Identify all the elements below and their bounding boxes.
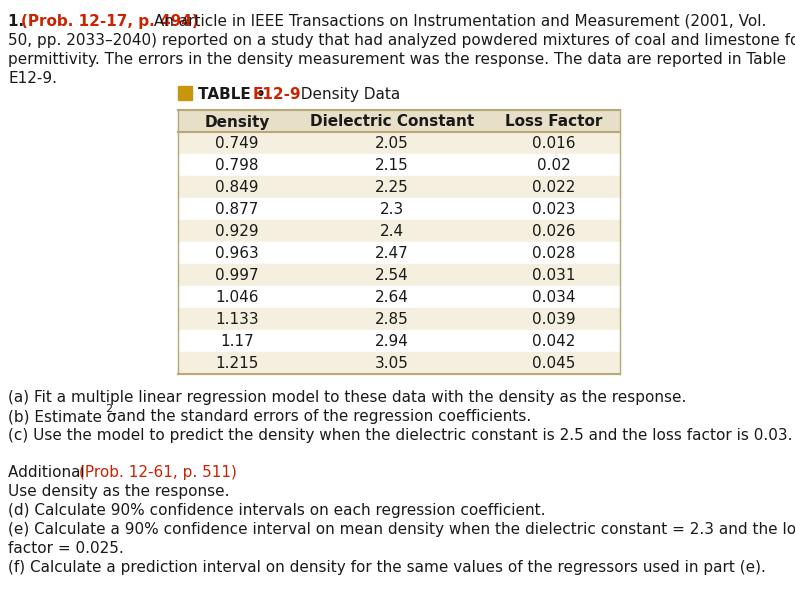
Text: 50, pp. 2033–2040) reported on a study that had analyzed powdered mixtures of co: 50, pp. 2033–2040) reported on a study t… xyxy=(8,33,795,48)
Text: 0.997: 0.997 xyxy=(215,269,259,283)
Bar xyxy=(178,352,620,374)
Text: Additional: Additional xyxy=(8,465,90,480)
Text: Density: Density xyxy=(204,114,270,130)
Text: (Prob. 12-17, p. 494): (Prob. 12-17, p. 494) xyxy=(21,14,199,29)
Text: 2: 2 xyxy=(105,404,112,414)
Text: TABLE •: TABLE • xyxy=(198,87,271,102)
Text: (e) Calculate a 90% confidence interval on mean density when the dielectric cons: (e) Calculate a 90% confidence interval … xyxy=(8,522,795,537)
Bar xyxy=(178,330,620,352)
Text: 2.47: 2.47 xyxy=(375,246,409,261)
Text: 0.028: 0.028 xyxy=(533,246,576,261)
Text: 0.016: 0.016 xyxy=(532,137,576,151)
Text: 1.: 1. xyxy=(8,14,29,29)
Text: factor = 0.025.: factor = 0.025. xyxy=(8,541,124,556)
Text: 0.877: 0.877 xyxy=(215,202,258,218)
Text: 0.045: 0.045 xyxy=(533,356,576,371)
Text: 2.4: 2.4 xyxy=(380,224,404,240)
Text: 0.034: 0.034 xyxy=(532,291,576,305)
Text: 2.05: 2.05 xyxy=(375,137,409,151)
Text: 0.039: 0.039 xyxy=(532,313,576,328)
Text: (Prob. 12-61, p. 511): (Prob. 12-61, p. 511) xyxy=(79,465,237,480)
Bar xyxy=(178,132,620,154)
Text: Loss Factor: Loss Factor xyxy=(506,114,603,130)
Bar xyxy=(178,154,620,176)
Text: (c) Use the model to predict the density when the dielectric constant is 2.5 and: (c) Use the model to predict the density… xyxy=(8,428,793,443)
Text: Density Data: Density Data xyxy=(291,87,400,102)
Text: 0.031: 0.031 xyxy=(532,269,576,283)
Text: 2.3: 2.3 xyxy=(380,202,404,218)
Text: 0.042: 0.042 xyxy=(533,334,576,350)
Text: 2.85: 2.85 xyxy=(375,313,409,328)
Text: (a) Fit a multiple linear regression model to these data with the density as the: (a) Fit a multiple linear regression mod… xyxy=(8,390,686,405)
Text: 0.798: 0.798 xyxy=(215,159,258,173)
Text: 1.046: 1.046 xyxy=(215,291,258,305)
Text: 2.15: 2.15 xyxy=(375,159,409,173)
Text: 1.17: 1.17 xyxy=(220,334,254,350)
Text: 2.64: 2.64 xyxy=(375,291,409,305)
Text: permittivity. The errors in the density measurement was the response. The data a: permittivity. The errors in the density … xyxy=(8,52,786,67)
Text: Dielectric Constant: Dielectric Constant xyxy=(310,114,474,130)
Bar xyxy=(178,242,620,264)
Text: (b) Estimate σ: (b) Estimate σ xyxy=(8,409,117,424)
Text: 0.022: 0.022 xyxy=(533,181,576,196)
Text: E12-9: E12-9 xyxy=(253,87,301,102)
Text: (d) Calculate 90% confidence intervals on each regression coefficient.: (d) Calculate 90% confidence intervals o… xyxy=(8,503,545,518)
Text: 0.026: 0.026 xyxy=(532,224,576,240)
Bar xyxy=(178,220,620,242)
Bar xyxy=(178,198,620,220)
Bar xyxy=(178,308,620,330)
Text: and the standard errors of the regression coefficients.: and the standard errors of the regressio… xyxy=(112,409,531,424)
Bar xyxy=(178,86,192,100)
Text: E12-9.: E12-9. xyxy=(8,71,57,86)
Text: 1.215: 1.215 xyxy=(215,356,258,371)
Text: 2.54: 2.54 xyxy=(375,269,409,283)
Text: 0.849: 0.849 xyxy=(215,181,258,196)
Text: 0.749: 0.749 xyxy=(215,137,258,151)
Text: Use density as the response.: Use density as the response. xyxy=(8,484,230,499)
Bar xyxy=(178,264,620,286)
Text: 0.023: 0.023 xyxy=(532,202,576,218)
Bar xyxy=(178,110,620,132)
Bar xyxy=(178,176,620,198)
Bar xyxy=(178,286,620,308)
Text: 2.25: 2.25 xyxy=(375,181,409,196)
Text: (f) Calculate a prediction interval on density for the same values of the regres: (f) Calculate a prediction interval on d… xyxy=(8,560,766,575)
Text: 0.963: 0.963 xyxy=(215,246,259,261)
Text: 2.94: 2.94 xyxy=(375,334,409,350)
Text: 0.02: 0.02 xyxy=(537,159,571,173)
Text: 3.05: 3.05 xyxy=(375,356,409,371)
Text: 1.133: 1.133 xyxy=(215,313,259,328)
Text: An article in IEEE Transactions on Instrumentation and Measurement (2001, Vol.: An article in IEEE Transactions on Instr… xyxy=(149,14,766,29)
Text: 0.929: 0.929 xyxy=(215,224,259,240)
